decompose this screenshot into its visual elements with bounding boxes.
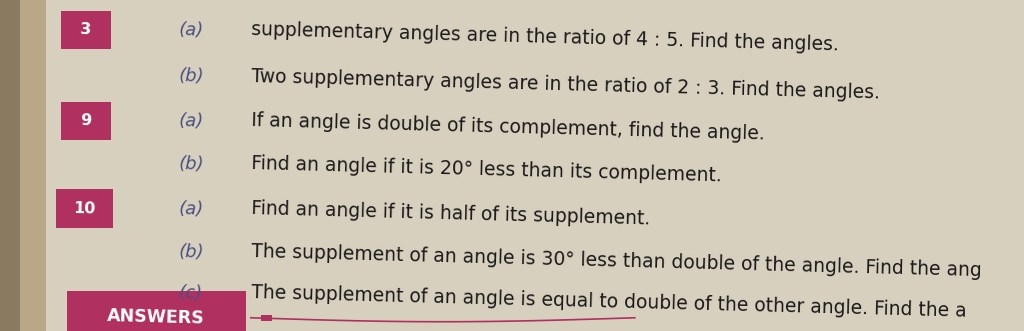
- Text: (b): (b): [179, 155, 205, 173]
- Text: (b): (b): [179, 67, 205, 86]
- Text: supplementary angles are in the ratio of 4 : 5. Find the angles.: supplementary angles are in the ratio of…: [251, 20, 839, 55]
- Bar: [0, 0, 20, 331]
- Text: The supplement of an angle is 30° less than double of the angle. Find the ang: The supplement of an angle is 30° less t…: [251, 242, 982, 280]
- FancyBboxPatch shape: [67, 291, 246, 331]
- Bar: [20, 0, 46, 331]
- Text: (a): (a): [179, 21, 205, 39]
- Text: (c): (c): [179, 284, 204, 303]
- FancyBboxPatch shape: [61, 11, 111, 49]
- Text: 9: 9: [80, 113, 92, 128]
- Text: Two supplementary angles are in the ratio of 2 : 3. Find the angles.: Two supplementary angles are in the rati…: [251, 67, 880, 102]
- Text: ANSWERS: ANSWERS: [108, 307, 205, 328]
- Text: The supplement of an angle is equal to double of the other angle. Find the a: The supplement of an angle is equal to d…: [251, 283, 967, 321]
- FancyBboxPatch shape: [61, 102, 111, 140]
- FancyBboxPatch shape: [56, 189, 113, 228]
- Text: (b): (b): [179, 243, 205, 261]
- Text: (a): (a): [179, 200, 205, 218]
- Text: Find an angle if it is half of its supplement.: Find an angle if it is half of its suppl…: [251, 199, 650, 228]
- Text: 10: 10: [73, 201, 96, 216]
- Text: 3: 3: [80, 22, 92, 37]
- Text: Find an angle if it is 20° less than its complement.: Find an angle if it is 20° less than its…: [251, 154, 722, 186]
- Text: (a): (a): [179, 112, 205, 130]
- FancyBboxPatch shape: [261, 315, 272, 321]
- Text: If an angle is double of its complement, find the angle.: If an angle is double of its complement,…: [251, 111, 765, 144]
